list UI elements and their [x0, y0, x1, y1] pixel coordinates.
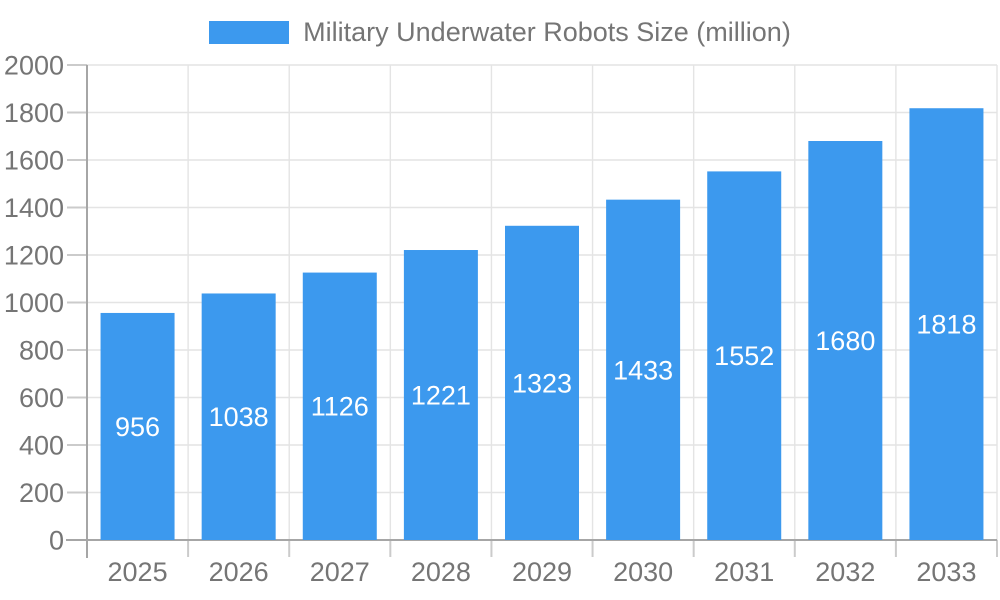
bar[interactable] — [707, 171, 782, 540]
x-axis-label: 2025 — [108, 557, 168, 587]
bar-value-label: 1680 — [815, 326, 875, 356]
y-axis-label: 800 — [19, 335, 64, 365]
bar-value-label: 1433 — [613, 355, 673, 385]
x-axis-label: 2030 — [613, 557, 673, 587]
bar-value-label: 956 — [115, 412, 160, 442]
bar[interactable] — [606, 199, 681, 540]
x-axis-label: 2027 — [310, 557, 370, 587]
y-axis-label: 2000 — [4, 50, 64, 80]
bar-value-label: 1323 — [512, 368, 572, 398]
bar[interactable] — [302, 272, 377, 540]
y-axis-label: 200 — [19, 478, 64, 508]
legend-swatch-icon — [209, 21, 290, 45]
bar[interactable] — [808, 141, 883, 540]
y-axis-label: 0 — [49, 525, 64, 555]
bar-value-label: 1552 — [714, 341, 774, 371]
x-axis-label: 2026 — [209, 557, 269, 587]
y-axis-label: 1400 — [4, 193, 64, 223]
x-axis-label: 2031 — [714, 557, 774, 587]
x-axis-label: 2032 — [815, 557, 875, 587]
y-axis-label: 1600 — [4, 145, 64, 175]
y-axis-label: 1800 — [4, 98, 64, 128]
bar[interactable] — [403, 250, 478, 540]
x-axis-label: 2033 — [916, 557, 976, 587]
bar[interactable] — [505, 225, 579, 540]
bar-value-label: 1221 — [411, 380, 471, 410]
bar-value-label: 1038 — [209, 402, 269, 432]
bar[interactable] — [201, 293, 276, 540]
y-axis-label: 600 — [19, 383, 64, 413]
bar-value-label: 1126 — [311, 392, 369, 422]
x-axis-label: 2028 — [411, 557, 471, 587]
y-axis-label: 1200 — [4, 240, 64, 270]
legend-label: Military Underwater Robots Size (million… — [303, 17, 791, 47]
x-axis-label: 2029 — [512, 557, 572, 587]
y-axis-label: 1000 — [4, 288, 64, 318]
bar-value-label: 1818 — [916, 310, 976, 340]
y-axis-label: 400 — [19, 430, 64, 460]
bar[interactable] — [909, 108, 984, 540]
legend-item[interactable]: Military Underwater Robots Size (million… — [0, 17, 1000, 48]
bar[interactable] — [100, 312, 175, 540]
